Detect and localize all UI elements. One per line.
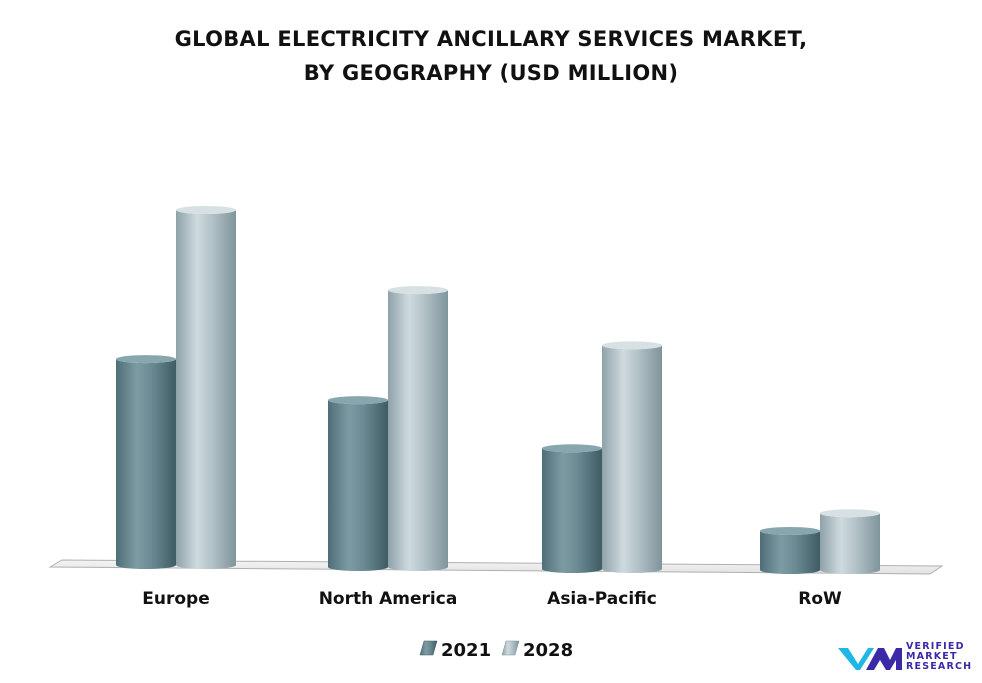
category-label-europe: Europe: [142, 589, 209, 609]
bar-top: [176, 206, 236, 214]
bar-body: [176, 210, 236, 569]
legend: 2021 2028: [419, 640, 573, 661]
bar-row-2028: [820, 509, 880, 574]
bar-body: [542, 448, 602, 573]
bar-body: [760, 530, 820, 574]
bar-top: [328, 396, 388, 405]
legend-label-2021: 2021: [441, 640, 491, 661]
bar-row-2021: [760, 526, 820, 574]
bar-top: [116, 355, 176, 364]
legend-swatch-2021: [419, 640, 438, 656]
category-label-north-america: North America: [319, 589, 458, 609]
category-label-asia-pacific: Asia-Pacific: [547, 589, 657, 609]
bar-top: [602, 341, 662, 350]
category-label-row: RoW: [798, 589, 842, 609]
bar-top: [820, 509, 880, 518]
logo-text-research: RESEARCH: [906, 661, 972, 672]
legend-item-2021: 2021: [419, 640, 491, 661]
vmr-logo: VERIFIED MARKET RESEARCH: [838, 641, 972, 672]
legend-label-2028: 2028: [523, 640, 573, 661]
bar-north-america-2021: [328, 396, 388, 571]
category-labels: Europe North America Asia-Pacific RoW: [142, 589, 842, 609]
logo-text-market: MARKET: [906, 651, 958, 662]
bar-body: [388, 290, 448, 571]
legend-swatch-2028: [501, 640, 520, 656]
bar-north-america-2028: [388, 286, 448, 571]
bar-asia-pacific-2028: [602, 341, 662, 573]
logo-text-verified: VERIFIED: [906, 641, 965, 652]
bar-asia-pacific-2021: [542, 444, 602, 573]
chart-title-line-1: GLOBAL ELECTRICITY ANCILLARY SERVICES MA…: [175, 27, 808, 51]
bars-layer: [116, 206, 880, 574]
bar-europe-2028: [176, 206, 236, 569]
bar-top: [760, 526, 820, 535]
bar-body: [328, 400, 388, 571]
bar-top: [542, 444, 602, 453]
chart-title-line-2: BY GEOGRAPHY (USD MILLION): [304, 61, 679, 85]
bar-europe-2021: [116, 355, 176, 569]
bar-body: [602, 345, 662, 573]
bar-body: [820, 513, 880, 574]
vmr-logo-icon: [838, 648, 902, 670]
bar-body: [116, 359, 176, 569]
bar-top: [388, 286, 448, 295]
legend-item-2028: 2028: [501, 640, 573, 661]
